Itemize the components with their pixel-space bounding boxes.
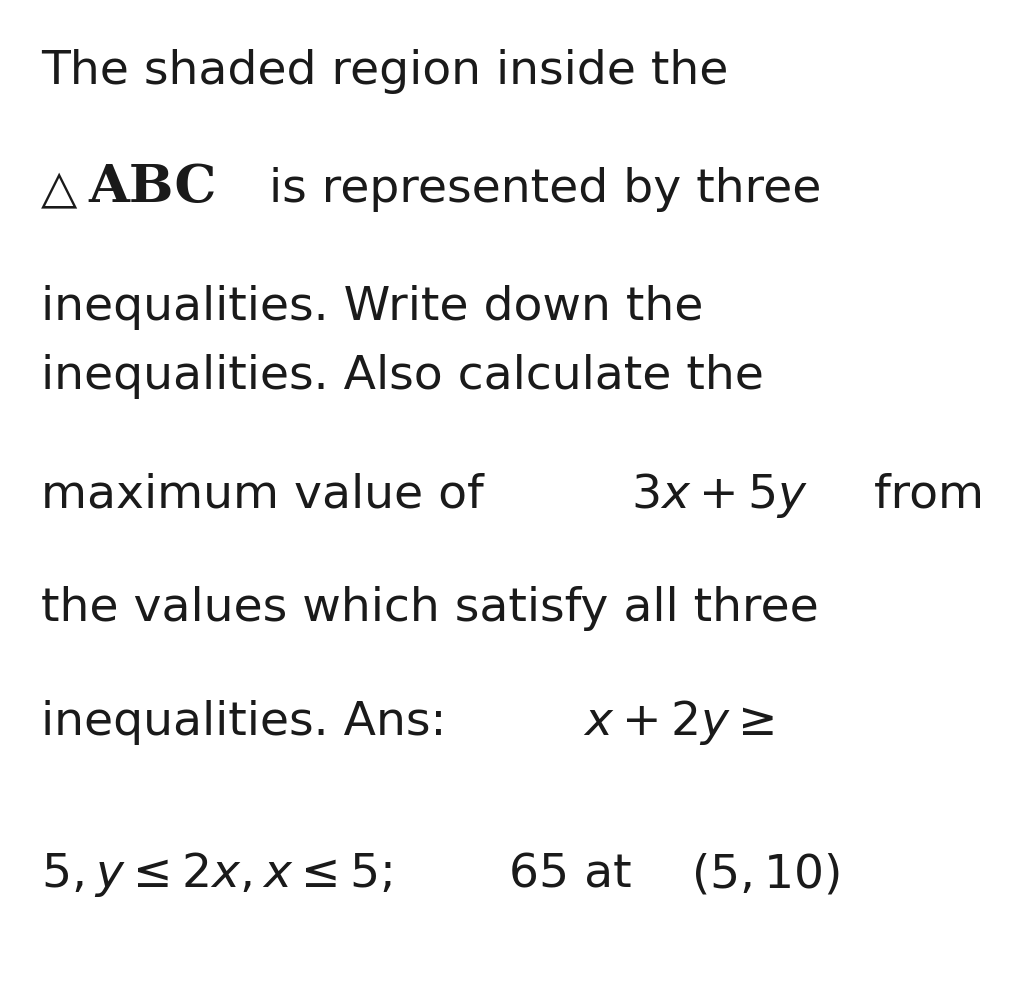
Text: maximum value of: maximum value of xyxy=(41,473,499,518)
Text: from: from xyxy=(859,473,984,518)
Text: the values which satisfy all three: the values which satisfy all three xyxy=(41,587,819,631)
Text: inequalities. Write down the: inequalities. Write down the xyxy=(41,286,703,330)
Text: inequalities. Ans:: inequalities. Ans: xyxy=(41,700,462,744)
Text: $3x + 5y$: $3x + 5y$ xyxy=(632,470,808,520)
Text: $(5, 10)$: $(5, 10)$ xyxy=(690,853,840,897)
Text: $x + 2y \geq$: $x + 2y \geq$ xyxy=(584,697,774,746)
Text: The shaded region inside the: The shaded region inside the xyxy=(41,49,728,94)
Text: ABC: ABC xyxy=(88,162,216,213)
Text: $5, y \leq 2x, x \leq 5;$: $5, y \leq 2x, x \leq 5;$ xyxy=(41,850,392,899)
Text: inequalities. Also calculate the: inequalities. Also calculate the xyxy=(41,355,764,399)
Text: 65 at: 65 at xyxy=(494,853,646,897)
Text: is represented by three: is represented by three xyxy=(254,168,821,212)
Text: △: △ xyxy=(41,168,78,212)
